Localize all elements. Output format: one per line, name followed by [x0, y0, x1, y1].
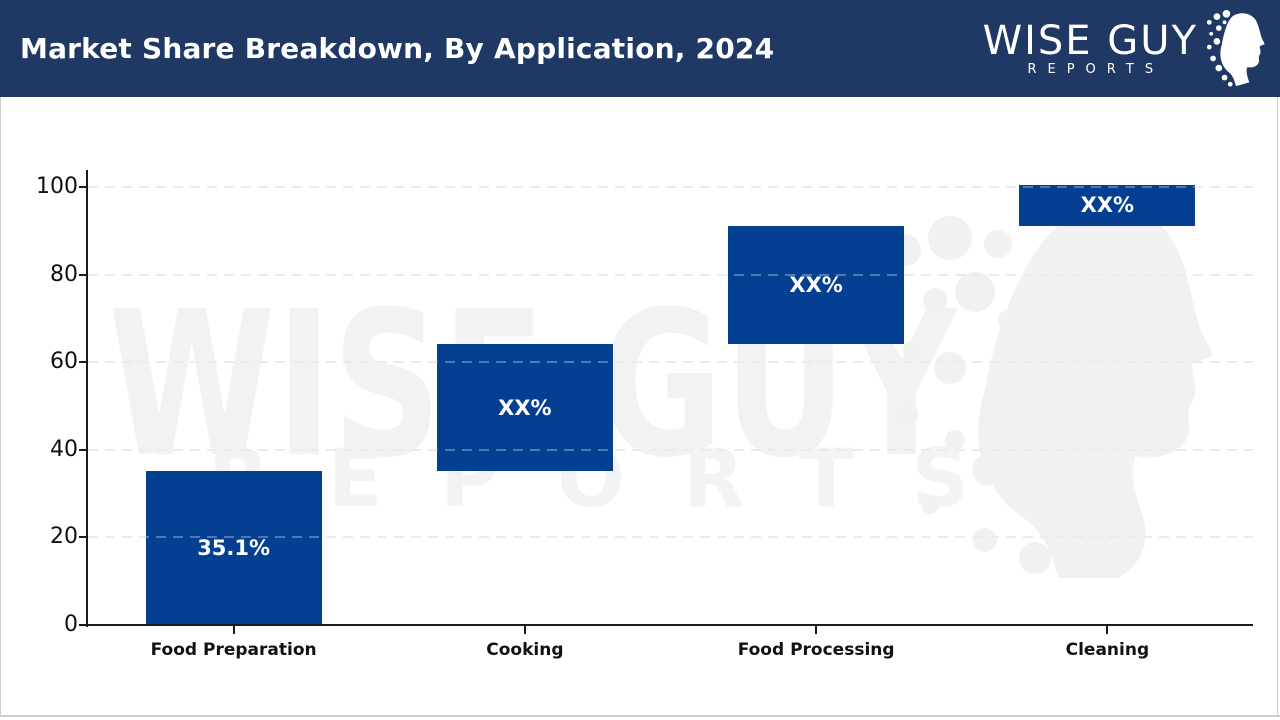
y-tick-0	[79, 624, 88, 626]
gridline-overlay-80	[88, 273, 1253, 276]
y-tick-60	[79, 361, 88, 364]
bar-cleaning: XX%	[1019, 185, 1196, 226]
y-tick-20	[79, 536, 88, 539]
y-tick-label-0: 0	[64, 612, 78, 637]
x-label-cooking: Cooking	[486, 640, 564, 660]
y-tick-40	[79, 448, 88, 451]
bar-cooking: XX%	[436, 343, 613, 472]
bar-value-label: XX%	[789, 272, 843, 297]
page-title: Market Share Breakdown, By Application, …	[20, 32, 775, 65]
header-bar: Market Share Breakdown, By Application, …	[0, 0, 1280, 97]
x-label-food-preparation: Food Preparation	[150, 640, 317, 660]
bar-value-label: XX%	[1080, 193, 1135, 218]
y-tick-label-40: 40	[50, 436, 78, 462]
gridline-100	[88, 186, 1253, 188]
bar-food-processing: XX%	[728, 225, 905, 344]
x-tick-0	[232, 626, 235, 634]
wise-guy-reports-logo: WISE GUY REPORTS	[983, 6, 1268, 92]
gridline-20	[88, 536, 1253, 539]
x-label-cleaning: Cleaning	[1065, 640, 1150, 660]
y-tick-label-20: 20	[50, 524, 78, 550]
logo-text: WISE GUY REPORTS	[983, 20, 1198, 78]
y-tick-label-80: 80	[50, 261, 78, 287]
y-tick-80	[79, 273, 88, 276]
bar-value-label: XX%	[498, 395, 552, 420]
y-tick-label-100: 100	[36, 174, 78, 199]
x-tick-1	[523, 626, 526, 634]
frame-left-border	[0, 97, 1, 716]
frame-bottom-border	[0, 715, 1280, 717]
x-tick-3	[1106, 626, 1109, 634]
gridline-overlay-100	[88, 186, 1253, 188]
gridline-60	[88, 361, 1253, 364]
bar-food-preparation: 35.1%	[145, 471, 322, 625]
x-tick-2	[815, 626, 818, 634]
y-axis-line	[86, 170, 88, 627]
bar-value-label: 35.1%	[197, 536, 271, 561]
y-tick-label-60: 60	[50, 349, 78, 375]
gridline-80	[88, 273, 1253, 276]
x-label-food-processing: Food Processing	[737, 640, 895, 660]
gridline-overlay-40	[88, 448, 1253, 451]
gridline-overlay-20	[88, 536, 1253, 539]
logo-wise-guy-label: WISE GUY	[982, 18, 1198, 64]
y-tick-100	[79, 186, 88, 188]
logo-head-icon	[1206, 9, 1265, 87]
x-axis-line	[86, 624, 1253, 626]
gridline-40	[88, 448, 1253, 451]
gridline-overlay-60	[88, 361, 1253, 364]
logo-reports-label: REPORTS	[1027, 62, 1165, 77]
frame-right-border	[1277, 97, 1278, 716]
